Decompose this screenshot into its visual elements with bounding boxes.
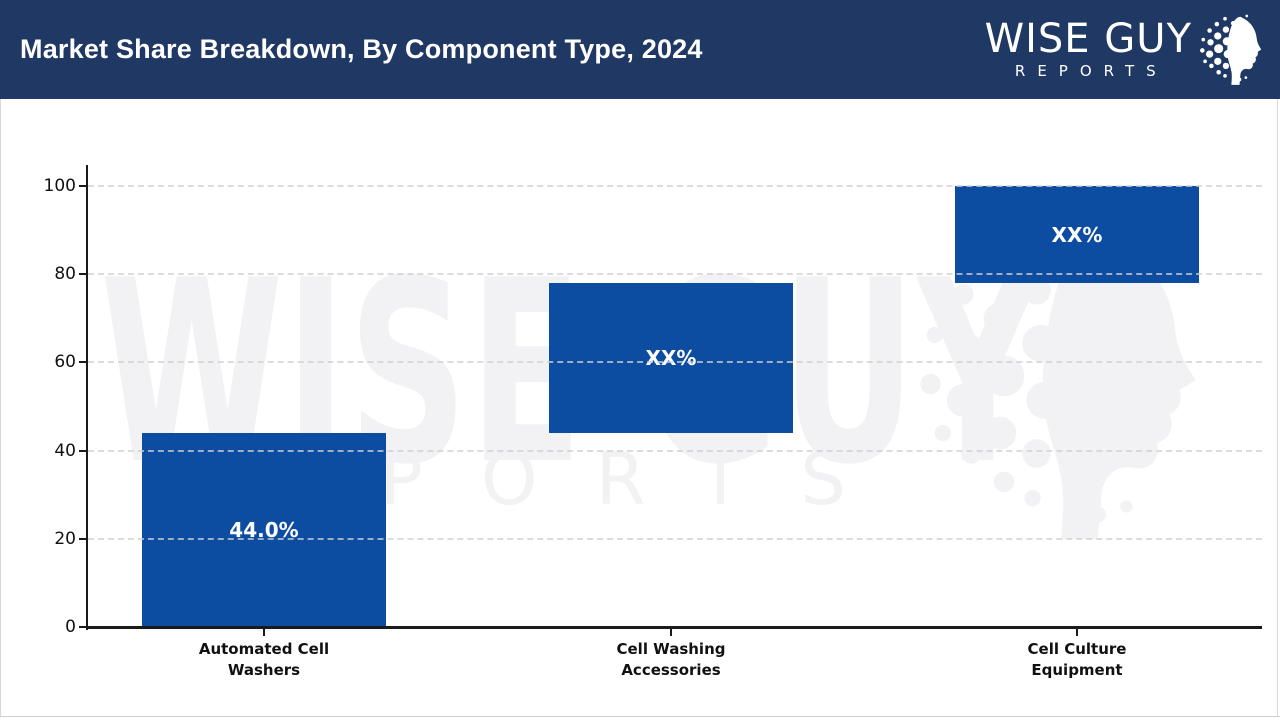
gridline-100 — [88, 185, 1262, 187]
x-axis-line — [86, 626, 1262, 629]
x-tick-cell-culture-equipment — [1076, 629, 1078, 636]
x-tick-automated-cell-washers — [263, 629, 265, 636]
y-tick-label-60: 60 — [54, 352, 76, 373]
y-tick-100 — [79, 185, 87, 187]
y-tick-0 — [79, 626, 87, 628]
logo-text: WISE GUY REPORTS — [985, 19, 1192, 80]
y-tick-40 — [79, 449, 87, 452]
bar-cell-culture-equipment: XX% — [955, 186, 1199, 284]
y-axis-line — [86, 165, 88, 630]
page-title: Market Share Breakdown, By Component Typ… — [20, 34, 703, 64]
y-tick-60 — [79, 361, 87, 364]
logo-subtext: REPORTS — [1014, 62, 1168, 80]
bar-automated-cell-washers: 44.0% — [142, 432, 386, 627]
category-label-automated-cell-washers: Automated Cell Washers — [198, 640, 330, 679]
gridline-60 — [88, 361, 1262, 364]
bar-value-cell-washing-accessories: XX% — [645, 345, 697, 370]
category-label-cell-culture-equipment: Cell Culture Equipment — [1027, 640, 1127, 679]
y-tick-label-100: 100 — [43, 176, 76, 196]
header-bar: Market Share Breakdown, By Component Typ… — [0, 0, 1280, 99]
y-tick-80 — [79, 273, 87, 276]
x-tick-cell-washing-accessories — [670, 629, 672, 636]
y-tick-20 — [79, 537, 87, 540]
wiseguy-logo: WISE GUY REPORTS — [985, 11, 1264, 89]
logo-face-icon — [1196, 11, 1264, 89]
gridline-40 — [88, 449, 1262, 452]
bottom-rule — [0, 716, 1280, 717]
gridline-20 — [88, 537, 1262, 540]
bar-value-cell-culture-equipment: XX% — [1051, 222, 1103, 247]
category-label-cell-washing-accessories: Cell Washing Accessories — [616, 640, 726, 679]
gridline-80 — [88, 273, 1262, 276]
y-tick-label-0: 0 — [65, 617, 76, 637]
y-tick-label-20: 20 — [54, 528, 76, 549]
y-tick-label-80: 80 — [54, 264, 76, 285]
y-tick-label-40: 40 — [54, 440, 76, 461]
logo-wordmark: WISE GUY — [984, 16, 1192, 62]
bar-cell-washing-accessories: XX% — [549, 283, 793, 433]
